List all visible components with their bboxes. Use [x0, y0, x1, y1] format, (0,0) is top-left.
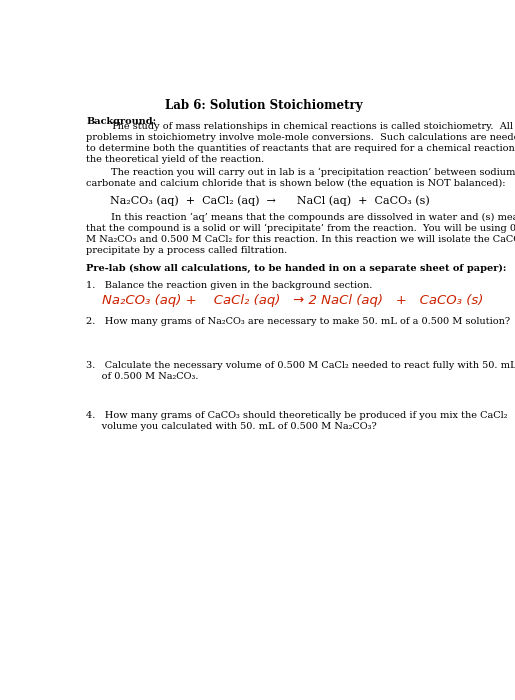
Text: Na₂CO₃ (aq)  +  CaCl₂ (aq)  →      NaCl (aq)  +  CaCO₃ (s): Na₂CO₃ (aq) + CaCl₂ (aq) → NaCl (aq) + C… — [110, 195, 430, 206]
Text: The reaction you will carry out in lab is a ‘precipitation reaction’ between sod: The reaction you will carry out in lab i… — [87, 167, 515, 188]
Text: Na₂CO₃ (aq) +    CaCl₂ (aq)   → 2 NaCl (aq)   +   CaCO₃ (s): Na₂CO₃ (aq) + CaCl₂ (aq) → 2 NaCl (aq) +… — [102, 294, 484, 307]
Text: Background:: Background: — [87, 118, 157, 127]
Text: 1.   Balance the reaction given in the background section.: 1. Balance the reaction given in the bac… — [87, 281, 373, 290]
Text: 2.   How many grams of Na₂CO₃ are necessary to make 50. mL of a 0.500 M solution: 2. How many grams of Na₂CO₃ are necessar… — [87, 317, 510, 326]
Text: 3.   Calculate the necessary volume of 0.500 M CaCl₂ needed to react fully with : 3. Calculate the necessary volume of 0.5… — [87, 360, 515, 381]
Text: 4.   How many grams of CaCO₃ should theoretically be produced if you mix the CaC: 4. How many grams of CaCO₃ should theore… — [87, 411, 508, 431]
Text: Pre-lab (show all calculations, to be handed in on a separate sheet of paper):: Pre-lab (show all calculations, to be ha… — [87, 263, 507, 272]
Text: Lab 6: Solution Stoichiometry: Lab 6: Solution Stoichiometry — [165, 99, 363, 112]
Text: In this reaction ‘aq’ means that the compounds are dissolved in water and (s) me: In this reaction ‘aq’ means that the com… — [87, 212, 515, 256]
Text: The study of mass relationships in chemical reactions is called stoichiometry.  : The study of mass relationships in chemi… — [87, 122, 515, 164]
